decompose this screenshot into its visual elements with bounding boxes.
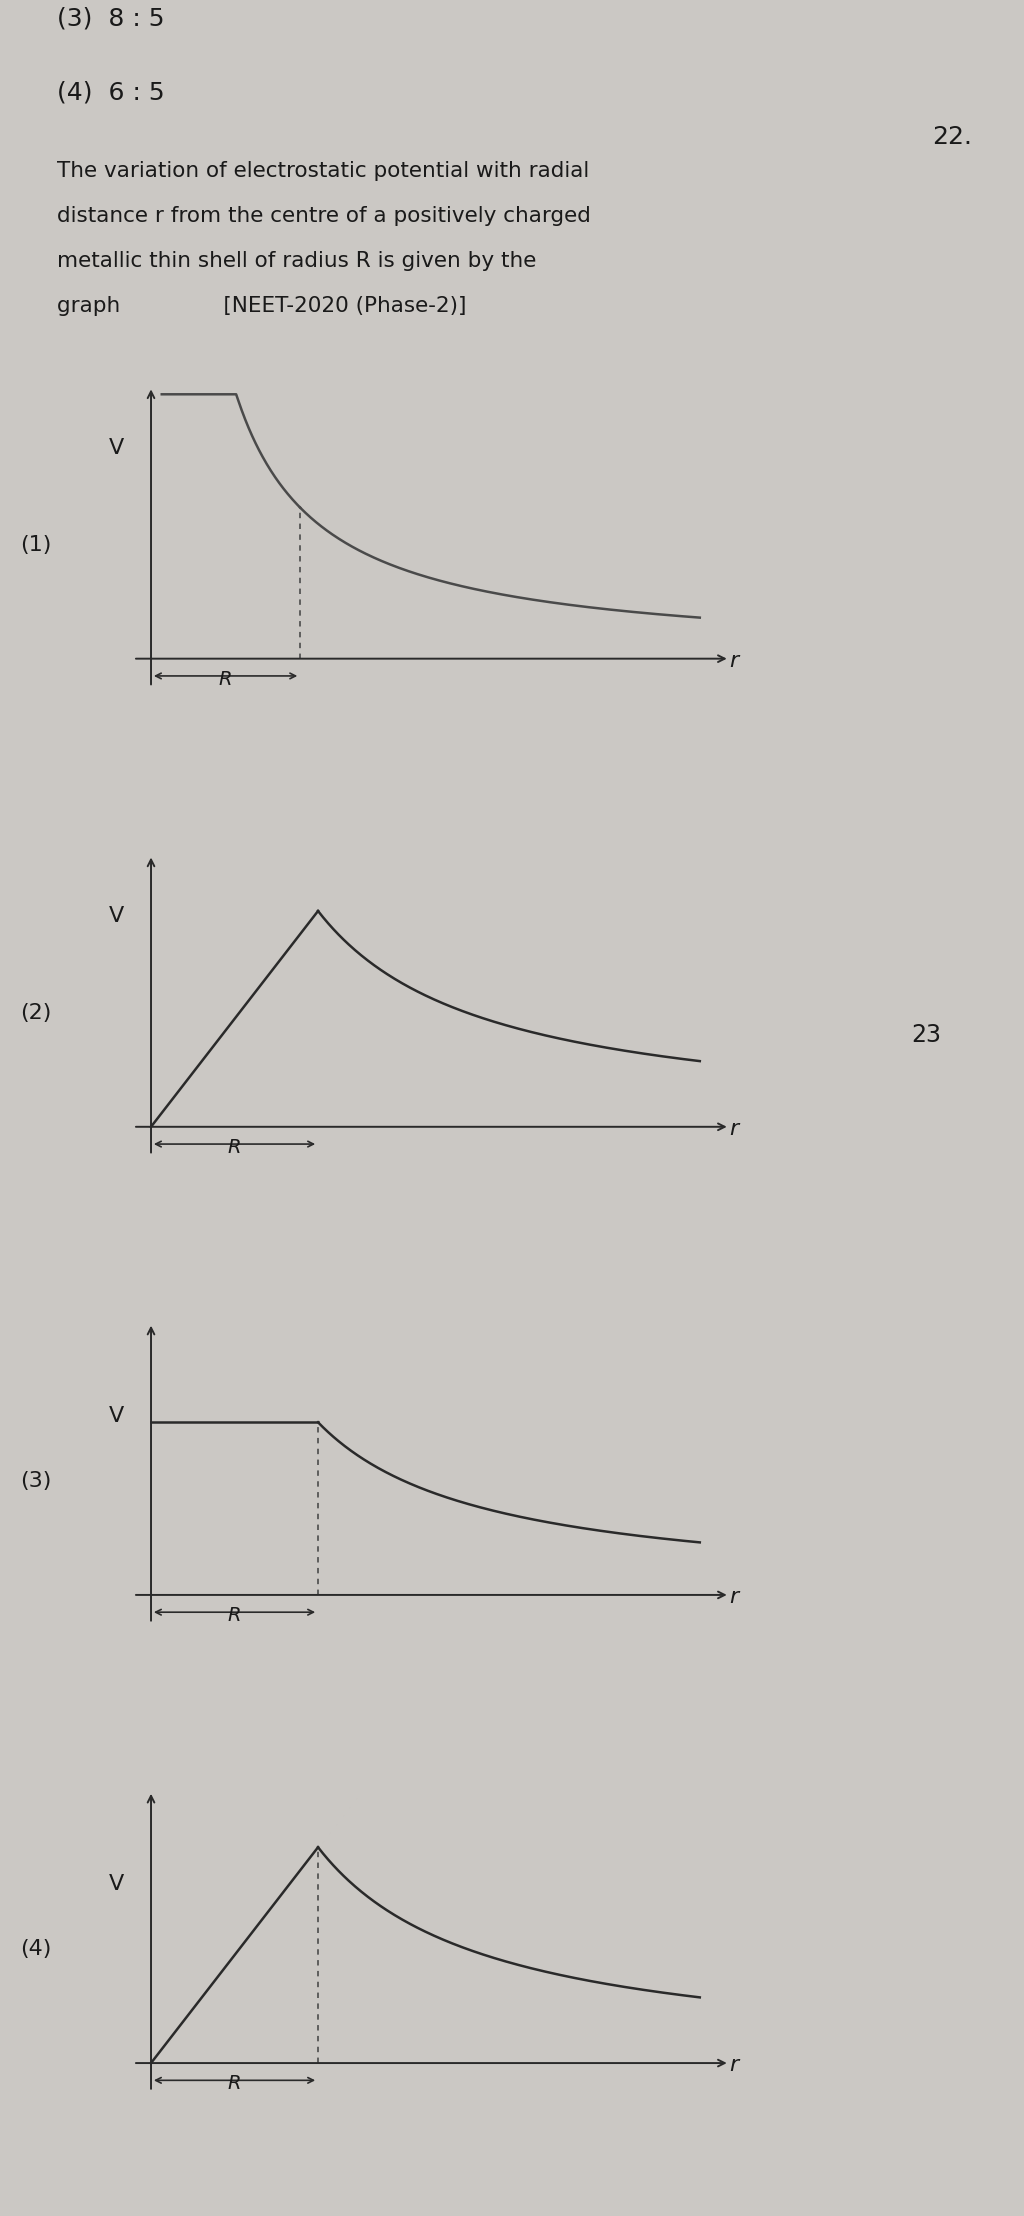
Text: V: V [110, 1407, 125, 1427]
Text: V: V [110, 1875, 125, 1895]
Text: The variation of electrostatic potential with radial: The variation of electrostatic potential… [56, 160, 589, 182]
Text: r: r [730, 652, 738, 671]
Text: 22.: 22. [932, 124, 972, 148]
Text: R: R [227, 2074, 242, 2092]
Text: graph               [NEET-2020 (Phase-2)]: graph [NEET-2020 (Phase-2)] [56, 295, 466, 315]
Text: R: R [219, 669, 232, 689]
Text: metallic thin shell of radius R is given by the: metallic thin shell of radius R is given… [56, 250, 536, 270]
Text: (4): (4) [19, 1939, 51, 1959]
Text: r: r [730, 1119, 738, 1139]
Text: (3): (3) [19, 1471, 51, 1491]
Text: V: V [110, 437, 125, 459]
Text: r: r [730, 2054, 738, 2074]
Text: r: r [730, 1587, 738, 1607]
Text: 23: 23 [911, 1022, 941, 1046]
Text: V: V [110, 906, 125, 926]
Text: (3)  8 : 5: (3) 8 : 5 [56, 7, 164, 31]
Text: R: R [227, 1137, 242, 1157]
Text: distance r from the centre of a positively charged: distance r from the centre of a positive… [56, 206, 591, 226]
Text: R: R [227, 1607, 242, 1624]
Text: (1): (1) [19, 534, 51, 554]
Text: (2): (2) [19, 1004, 51, 1024]
Text: (4)  6 : 5: (4) 6 : 5 [56, 80, 164, 104]
